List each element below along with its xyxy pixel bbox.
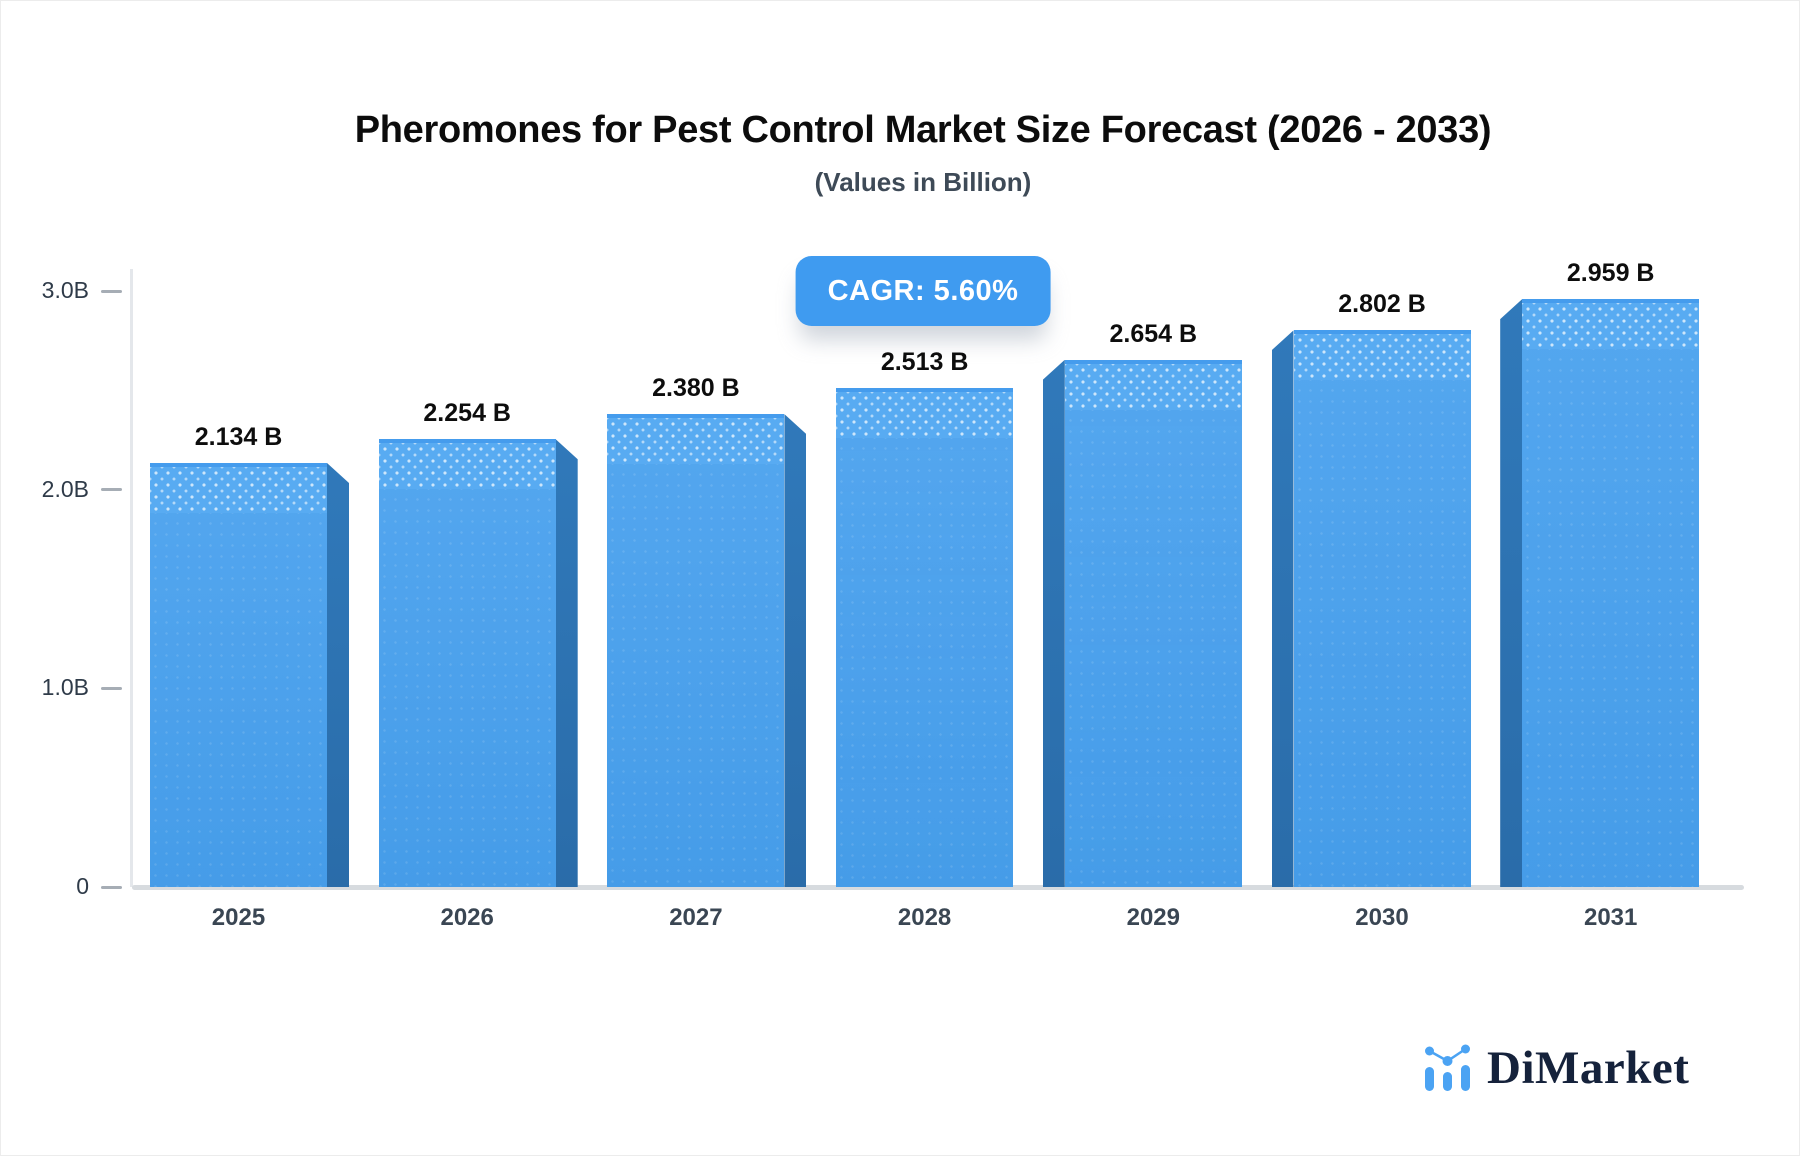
y-axis-label: 2.0B [41, 475, 89, 502]
bar-side [1271, 330, 1294, 887]
bar-side [784, 414, 807, 887]
dimarket-logo-icon [1425, 1044, 1470, 1091]
bar[interactable] [1064, 359, 1242, 887]
y-axis-line [130, 269, 133, 887]
bar-side [327, 463, 349, 887]
bar[interactable] [1522, 299, 1700, 887]
chart-subtitle: (Values in Billion) [814, 167, 1032, 197]
bar[interactable] [607, 414, 785, 887]
bar-side [1500, 299, 1523, 887]
bar-top-texture [607, 414, 785, 465]
bar-top-texture [150, 463, 327, 514]
x-axis-baseline [132, 885, 1744, 890]
bar-top-texture [1522, 299, 1700, 350]
x-axis-label: 2029 [1126, 904, 1180, 931]
bar-top-texture [836, 387, 1014, 438]
x-axis-label: 2026 [440, 904, 494, 931]
x-axis-label: 2031 [1583, 904, 1638, 931]
cagr-badge: CAGR: 5.60% [795, 256, 1051, 326]
y-axis-tick [101, 289, 122, 293]
bar-side [1042, 359, 1065, 887]
y-axis-tick [101, 885, 122, 889]
bar-value-label: 2.380 B [652, 374, 740, 403]
bar-value-label: 2.959 B [1566, 259, 1655, 288]
x-axis-label: 2027 [669, 904, 723, 931]
x-axis-label: 2028 [897, 904, 952, 931]
bar-value-label: 2.654 B [1109, 319, 1198, 348]
bar-value-label: 2.134 B [194, 423, 283, 452]
bar-top-texture [1293, 330, 1471, 381]
y-axis-label: 1.0B [41, 674, 89, 701]
bar-value-label: 2.254 B [423, 399, 511, 428]
chart-title: Pheromones for Pest Control Market Size … [354, 109, 1492, 151]
bar[interactable] [836, 387, 1014, 887]
y-axis-tick [101, 488, 122, 492]
y-axis-label: 3.0B [41, 277, 89, 303]
dimarket-logo[interactable]: DiMarket [1421, 1041, 1689, 1095]
bar-value-label: 2.802 B [1338, 290, 1426, 319]
y-axis-label: 0 [76, 873, 89, 899]
bar-value-label: 2.513 B [880, 347, 969, 376]
x-axis-label: 2030 [1355, 904, 1409, 931]
bar[interactable] [150, 463, 327, 887]
bar[interactable] [1293, 330, 1471, 887]
bar-top-texture [378, 439, 556, 490]
y-axis-tick [101, 686, 122, 690]
dimarket-logo-text: DiMarket [1487, 1042, 1690, 1094]
bar[interactable] [378, 439, 556, 887]
bar-top-texture [1064, 359, 1242, 410]
bar-side [555, 439, 578, 887]
x-axis-label: 2025 [211, 904, 266, 931]
